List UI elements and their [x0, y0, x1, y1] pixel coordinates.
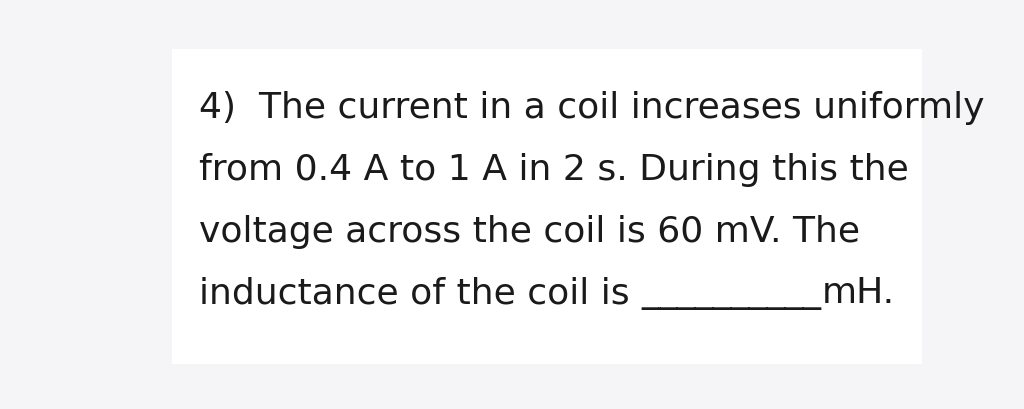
Text: voltage across the coil is 60 mV. The: voltage across the coil is 60 mV. The: [200, 215, 860, 249]
Text: inductance of the coil is: inductance of the coil is: [200, 276, 642, 310]
Text: mH.: mH.: [821, 276, 895, 310]
Text: from 0.4 A to 1 A in 2 s. During this the: from 0.4 A to 1 A in 2 s. During this th…: [200, 153, 909, 187]
FancyBboxPatch shape: [172, 49, 922, 364]
Text: 4)  The current in a coil increases uniformly: 4) The current in a coil increases unifo…: [200, 92, 985, 126]
Text: __________: __________: [642, 276, 821, 310]
